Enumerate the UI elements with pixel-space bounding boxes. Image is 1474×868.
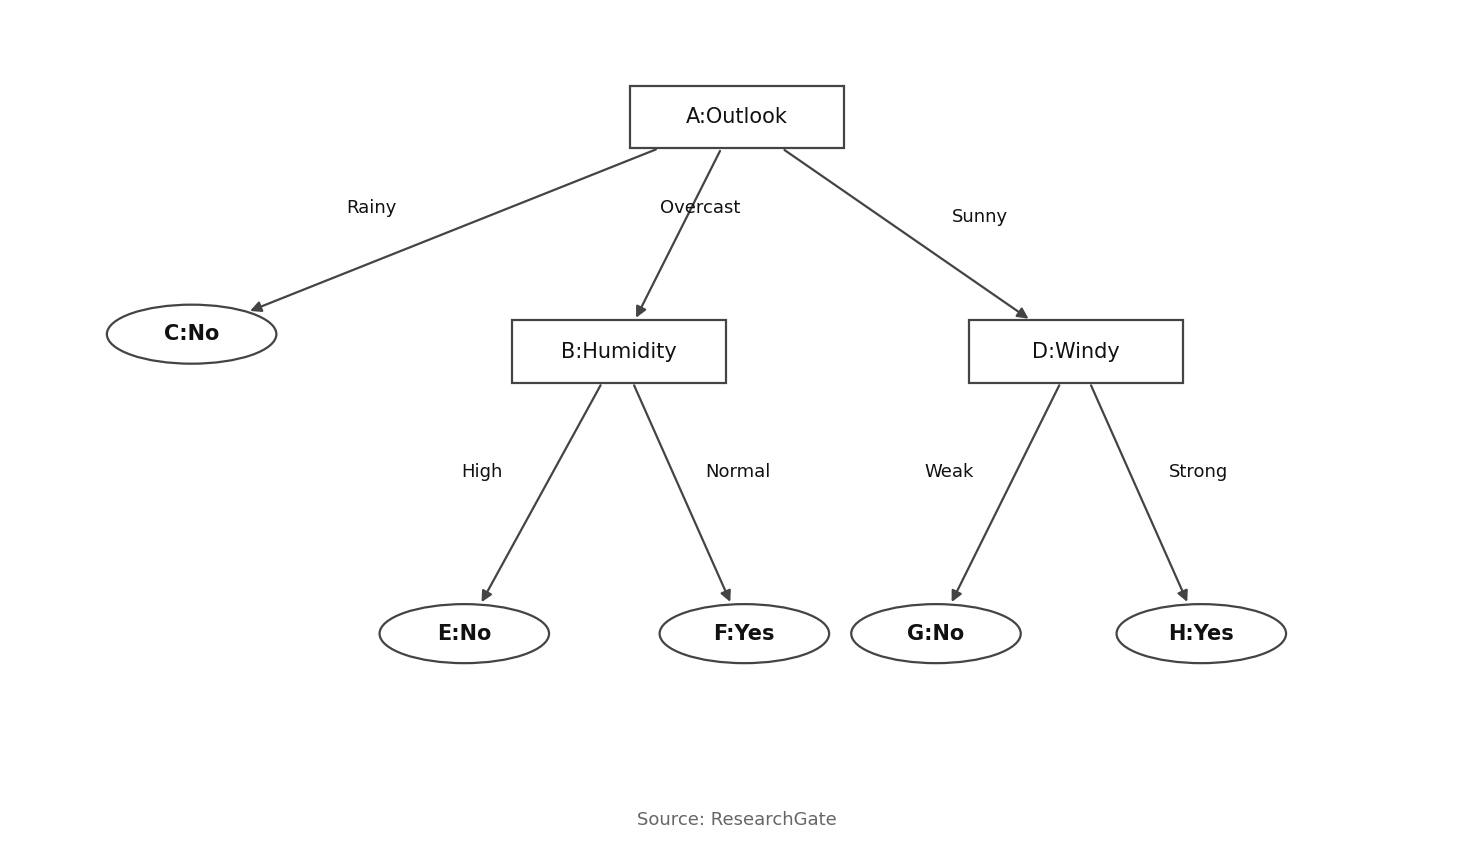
Text: Strong: Strong [1169, 463, 1228, 481]
Text: G:No: G:No [908, 623, 964, 644]
Text: A:Outlook: A:Outlook [685, 107, 789, 128]
Text: Rainy: Rainy [346, 200, 397, 218]
Ellipse shape [380, 604, 548, 663]
Bar [629, 86, 843, 148]
Ellipse shape [852, 604, 1020, 663]
Text: H:Yes: H:Yes [1169, 623, 1234, 644]
Ellipse shape [1116, 604, 1285, 663]
Text: F:Yes: F:Yes [713, 623, 775, 644]
Text: Weak: Weak [924, 463, 974, 481]
Text: Overcast: Overcast [660, 200, 740, 217]
Text: B:Humidity: B:Humidity [562, 341, 677, 362]
Text: High: High [461, 463, 503, 481]
Ellipse shape [106, 305, 276, 364]
Bar [970, 320, 1182, 383]
Text: D:Windy: D:Windy [1032, 341, 1120, 362]
Text: Sunny: Sunny [952, 208, 1008, 226]
Bar [511, 320, 725, 383]
Ellipse shape [659, 604, 828, 663]
Text: E:No: E:No [438, 623, 491, 644]
Text: Source: ResearchGate: Source: ResearchGate [637, 812, 837, 829]
Text: Normal: Normal [706, 463, 771, 481]
Text: C:No: C:No [164, 324, 220, 345]
